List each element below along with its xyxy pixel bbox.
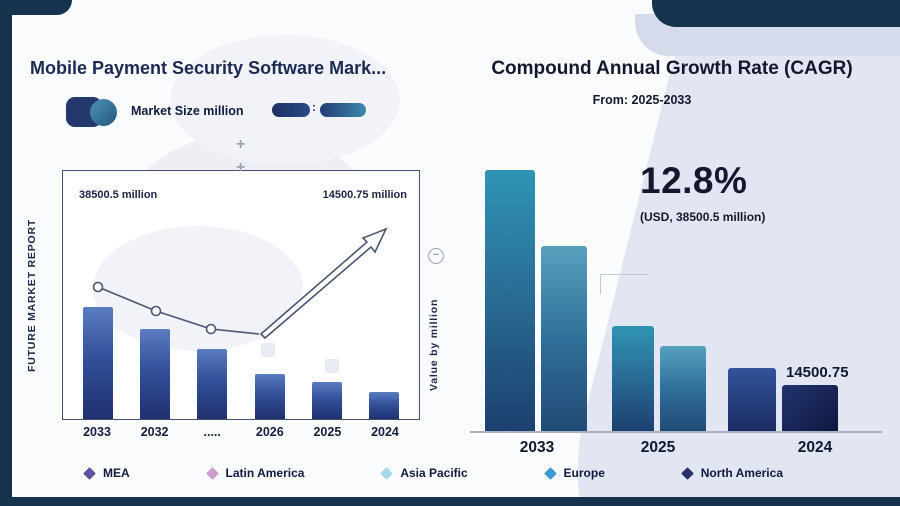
market-size-bar-2024: [368, 392, 399, 419]
x-axis-label: 2033: [83, 425, 111, 439]
trend-marker: [92, 281, 104, 293]
market-size-legend-label: Market Size million: [131, 104, 244, 118]
legend-item-europe: Europe: [543, 466, 605, 480]
market-size-bar-2032: [140, 329, 171, 419]
gray-blob-decoration: [170, 35, 400, 165]
market-size-chart: 38500.5 million 14500.75 million: [62, 170, 420, 420]
legend-diamond-icon: [380, 466, 394, 480]
x-axis-label: 2025: [640, 439, 676, 456]
legend-label: Asia Pacific: [400, 466, 468, 480]
trend-marker: [150, 305, 162, 317]
cagr-title: Compound Annual Growth Rate (CAGR): [491, 58, 853, 79]
x-axis-label: 2026: [255, 425, 284, 439]
legend-label: North America: [700, 466, 783, 480]
legend-pill-dark: [272, 103, 310, 117]
x-axis-label: .....: [203, 425, 221, 439]
market-size-bar-2026: [254, 374, 285, 419]
cagr-bar: [728, 368, 776, 432]
x-axis-label: 2025: [313, 425, 342, 439]
minus-circle-icon: −: [428, 248, 444, 264]
cagr-bar: [541, 246, 587, 432]
cagr-basis-note: (USD, 38500.5 million): [640, 210, 766, 224]
trend-marker: [205, 323, 217, 335]
market-size-bars: [63, 307, 419, 419]
legend-item-north-america: North America: [680, 466, 783, 480]
legend-pill-gradient: [320, 103, 366, 117]
cagr-x-axis-line: [470, 431, 882, 433]
legend-label: MEA: [103, 466, 130, 480]
legend-colon: :: [312, 100, 316, 114]
cagr-subtitle: From: 2025-2033: [592, 93, 692, 107]
cagr-bar: [660, 346, 706, 432]
legend-label: Europe: [563, 466, 605, 480]
trend-overlay: [92, 227, 388, 340]
plus-icon: +: [236, 136, 246, 153]
market-size-bar-2025: [311, 382, 342, 419]
cagr-bar-chart: 2033 2025 2024 14500.75: [470, 158, 882, 463]
x-axis-label: 2032: [140, 425, 169, 439]
trend-line: [97, 286, 260, 335]
x-axis-label: 2024: [371, 425, 399, 439]
bar-group-2025: [612, 326, 706, 432]
legend-icon-circle: [90, 99, 117, 126]
legend-item-asia-pacific: Asia Pacific: [380, 466, 468, 480]
top-left-corner-shape: [0, 0, 72, 15]
bar-group-2033: [485, 170, 587, 432]
plus-icon: +: [236, 159, 246, 176]
market-size-x-axis: 2033 2032..... 2026 2025 2024: [62, 425, 420, 439]
bottom-edge-bar: [0, 497, 900, 506]
market-size-bar-2033: [83, 307, 113, 419]
market-size-bar-.....: [197, 349, 228, 419]
cagr-value-block: 12.8% (USD, 38500.5 million): [640, 160, 765, 224]
step-line-decoration: [600, 274, 648, 294]
min-value-label: 14500.75 million: [322, 189, 407, 201]
legend-item-mea: MEA: [83, 466, 130, 480]
chart-square-decoration: [325, 359, 339, 373]
value-annotation: 14500.75: [786, 364, 849, 381]
x-axis-label: 2024: [797, 439, 833, 456]
cagr-bar: [782, 385, 838, 432]
cagr-percentage: 12.8%: [640, 160, 748, 201]
cagr-bar: [485, 170, 535, 432]
left-axis-label: FUTURE MARKET REPORT: [26, 218, 38, 372]
region-legend: MEA Latin America Asia Pacific Europe North …: [83, 466, 783, 480]
left-chart-title: Mobile Payment Security Software Mark...: [30, 58, 387, 78]
legend-diamond-icon: [680, 466, 694, 480]
legend-diamond-icon: [543, 466, 557, 480]
legend-diamond-icon: [83, 466, 96, 480]
legend-item-latin-america: Latin America: [205, 466, 305, 480]
top-right-corner-shape: [652, 0, 900, 27]
right-axis-label: Value by million: [428, 298, 440, 391]
legend-diamond-icon: [205, 466, 219, 480]
legend-label: Latin America: [225, 466, 305, 480]
market-size-legend-icon: [66, 96, 122, 128]
x-axis-label: 2033: [519, 439, 555, 456]
cagr-bar: [612, 326, 654, 432]
bar-group-2024: [728, 368, 838, 432]
growth-arrow-icon: [259, 227, 388, 340]
max-value-label: 38500.5 million: [79, 189, 158, 201]
chart-square-decoration: [261, 343, 275, 357]
left-edge-bar: [0, 0, 12, 506]
